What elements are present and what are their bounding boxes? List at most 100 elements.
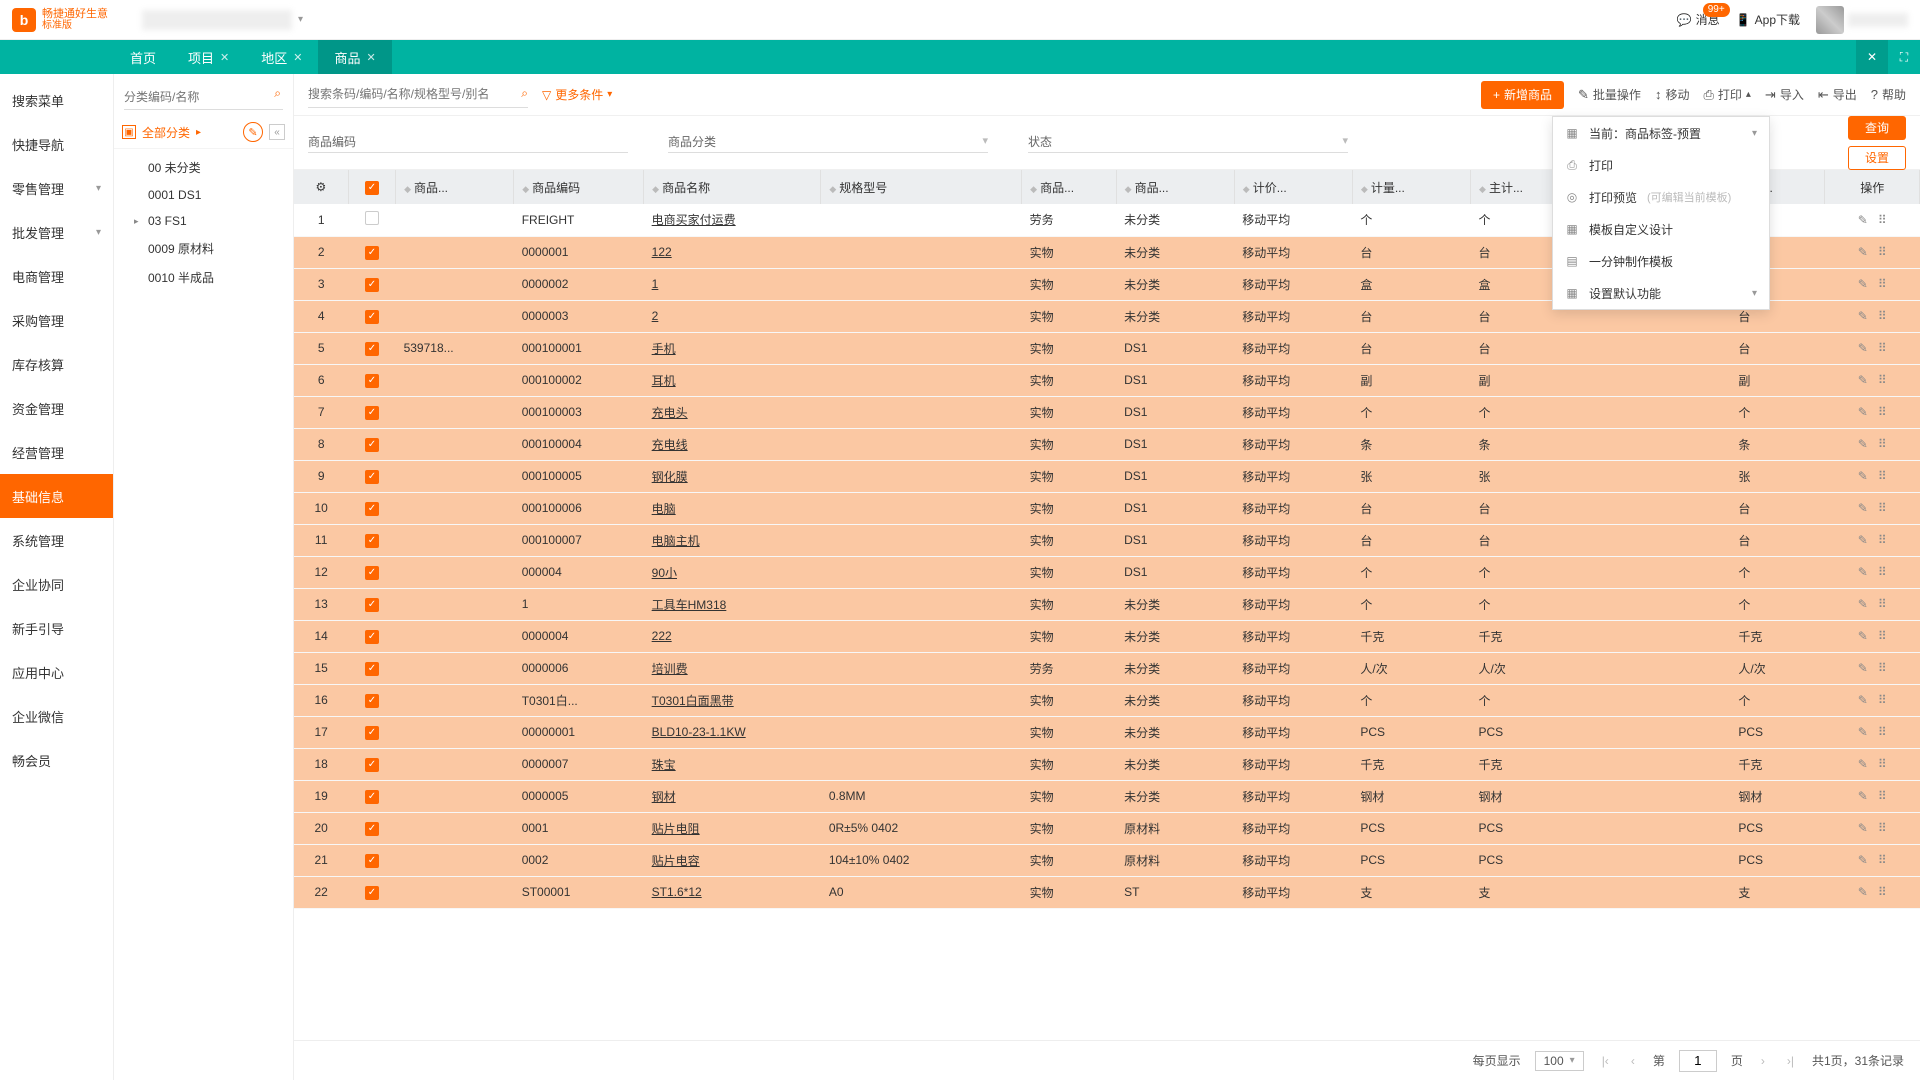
edit-category-button[interactable]: ✎ bbox=[243, 122, 263, 142]
row-checkbox[interactable]: ✓ bbox=[348, 492, 395, 524]
more-row-button[interactable]: ⠿ bbox=[1878, 661, 1887, 675]
column-name[interactable]: ◆商品名称 bbox=[644, 170, 821, 204]
category-item[interactable]: 00 未分类 bbox=[114, 153, 293, 182]
sidebar-item-批发管理[interactable]: 批发管理▾ bbox=[0, 210, 113, 254]
row-checkbox[interactable]: ✓ bbox=[348, 780, 395, 812]
table-row[interactable]: 19✓0000005钢材0.8MM实物未分类移动平均钢材钢材钢材✎⠿ bbox=[294, 780, 1920, 812]
sidebar-item-企业微信[interactable]: 企业微信 bbox=[0, 694, 113, 738]
edit-row-button[interactable]: ✎ bbox=[1858, 661, 1868, 675]
sidebar-item-基础信息[interactable]: 基础信息 bbox=[0, 474, 113, 518]
sidebar-item-畅会员[interactable]: 畅会员 bbox=[0, 738, 113, 782]
product-name-link[interactable]: 钢化膜 bbox=[652, 470, 688, 484]
row-checkbox[interactable]: ✓ bbox=[348, 364, 395, 396]
filter-status[interactable]: 状态 ▾ bbox=[1028, 133, 1348, 153]
row-checkbox[interactable]: ✓ bbox=[348, 588, 395, 620]
help-button[interactable]: ?帮助 bbox=[1871, 86, 1906, 103]
tab-首页[interactable]: 首页 bbox=[114, 40, 172, 74]
row-checkbox[interactable]: ✓ bbox=[348, 300, 395, 332]
row-checkbox[interactable]: ✓ bbox=[348, 524, 395, 556]
edit-row-button[interactable]: ✎ bbox=[1858, 693, 1868, 707]
product-name-link[interactable]: 珠宝 bbox=[652, 758, 676, 772]
table-row[interactable]: 9✓000100005钢化膜实物DS1移动平均张张张✎⠿ bbox=[294, 460, 1920, 492]
messages-button[interactable]: 💬 消息 99+ bbox=[1677, 11, 1720, 28]
close-icon[interactable]: ✕ bbox=[367, 51, 376, 64]
edit-row-button[interactable]: ✎ bbox=[1858, 437, 1868, 451]
row-checkbox[interactable]: ✓ bbox=[348, 748, 395, 780]
sidebar-item-快捷导航[interactable]: 快捷导航 bbox=[0, 122, 113, 166]
tab-项目[interactable]: 项目✕ bbox=[172, 40, 245, 74]
import-button[interactable]: ⇥导入 bbox=[1765, 86, 1804, 103]
product-name-link[interactable]: 充电线 bbox=[652, 438, 688, 452]
close-icon[interactable]: ✕ bbox=[293, 51, 302, 64]
more-row-button[interactable]: ⠿ bbox=[1878, 629, 1887, 643]
edit-row-button[interactable]: ✎ bbox=[1858, 533, 1868, 547]
more-row-button[interactable]: ⠿ bbox=[1878, 565, 1887, 579]
add-product-button[interactable]: + 新增商品 bbox=[1481, 81, 1564, 109]
row-checkbox[interactable]: ✓ bbox=[348, 844, 395, 876]
edit-row-button[interactable]: ✎ bbox=[1858, 469, 1868, 483]
edit-row-button[interactable]: ✎ bbox=[1858, 501, 1868, 515]
product-name-link[interactable]: ST1.6*12 bbox=[652, 885, 702, 899]
edit-row-button[interactable]: ✎ bbox=[1858, 821, 1868, 835]
product-name-link[interactable]: 培训费 bbox=[652, 662, 688, 676]
category-item[interactable]: 0010 半成品 bbox=[114, 263, 293, 292]
sidebar-item-新手引导[interactable]: 新手引导 bbox=[0, 606, 113, 650]
product-name-link[interactable]: T0301白面黑带 bbox=[652, 694, 734, 708]
edit-row-button[interactable]: ✎ bbox=[1858, 373, 1868, 387]
product-name-link[interactable]: BLD10-23-1.1KW bbox=[652, 725, 746, 739]
row-checkbox[interactable]: ✓ bbox=[348, 236, 395, 268]
prev-page-button[interactable]: ‹ bbox=[1627, 1054, 1639, 1068]
product-name-link[interactable]: 1 bbox=[652, 277, 659, 291]
product-name-link[interactable]: 贴片电容 bbox=[652, 854, 700, 868]
edit-row-button[interactable]: ✎ bbox=[1858, 757, 1868, 771]
move-button[interactable]: ↕移动 bbox=[1655, 86, 1690, 103]
product-name-link[interactable]: 90小 bbox=[652, 566, 677, 580]
sidebar-item-库存核算[interactable]: 库存核算 bbox=[0, 342, 113, 386]
product-name-link[interactable]: 2 bbox=[652, 309, 659, 323]
column-category[interactable]: ◆商品... bbox=[1116, 170, 1234, 204]
more-row-button[interactable]: ⠿ bbox=[1878, 693, 1887, 707]
product-name-link[interactable]: 手机 bbox=[652, 342, 676, 356]
edit-row-button[interactable]: ✎ bbox=[1858, 885, 1868, 899]
close-icon[interactable]: ✕ bbox=[220, 51, 229, 64]
table-row[interactable]: 15✓0000006培训费劳务未分类移动平均人/次人/次人/次✎⠿ bbox=[294, 652, 1920, 684]
row-checkbox[interactable] bbox=[348, 204, 395, 236]
export-button[interactable]: ⇤导出 bbox=[1818, 86, 1857, 103]
row-checkbox[interactable]: ✓ bbox=[348, 620, 395, 652]
edit-row-button[interactable]: ✎ bbox=[1858, 789, 1868, 803]
more-row-button[interactable]: ⠿ bbox=[1878, 277, 1887, 291]
column-unit[interactable]: ◆计量... bbox=[1352, 170, 1470, 204]
more-row-button[interactable]: ⠿ bbox=[1878, 501, 1887, 515]
edit-row-button[interactable]: ✎ bbox=[1858, 725, 1868, 739]
more-row-button[interactable]: ⠿ bbox=[1878, 405, 1887, 419]
more-row-button[interactable]: ⠿ bbox=[1878, 853, 1887, 867]
sidebar-item-经营管理[interactable]: 经营管理 bbox=[0, 430, 113, 474]
product-name-link[interactable]: 耳机 bbox=[652, 374, 676, 388]
more-row-button[interactable]: ⠿ bbox=[1878, 757, 1887, 771]
app-download-button[interactable]: 📱 App下载 bbox=[1736, 11, 1800, 28]
fullscreen-button[interactable]: ⛶ bbox=[1888, 40, 1920, 74]
product-search-input[interactable] bbox=[308, 82, 528, 108]
more-conditions-button[interactable]: ▽ 更多条件 ▾ bbox=[542, 86, 612, 103]
batch-operation-button[interactable]: ✎批量操作 bbox=[1578, 86, 1641, 103]
per-page-select[interactable]: 100▾ bbox=[1535, 1051, 1584, 1071]
page-input[interactable] bbox=[1679, 1050, 1717, 1072]
table-row[interactable]: 21✓0002贴片电容104±10% 0402实物原材料移动平均PCSPCSPC… bbox=[294, 844, 1920, 876]
print-menu-item[interactable]: ▦设置默认功能▾ bbox=[1553, 277, 1769, 309]
product-name-link[interactable]: 钢材 bbox=[652, 790, 676, 804]
sidebar-item-系统管理[interactable]: 系统管理 bbox=[0, 518, 113, 562]
more-row-button[interactable]: ⠿ bbox=[1878, 821, 1887, 835]
edit-row-button[interactable]: ✎ bbox=[1858, 853, 1868, 867]
row-checkbox[interactable]: ✓ bbox=[348, 876, 395, 908]
table-row[interactable]: 17✓00000001BLD10-23-1.1KW实物未分类移动平均PCSPCS… bbox=[294, 716, 1920, 748]
tab-商品[interactable]: 商品✕ bbox=[318, 40, 391, 74]
query-button[interactable]: 查询 bbox=[1848, 116, 1906, 140]
close-all-tabs-button[interactable]: ✕ bbox=[1856, 40, 1888, 74]
expand-icon[interactable]: ▸ bbox=[134, 216, 144, 227]
row-checkbox[interactable]: ✓ bbox=[348, 460, 395, 492]
table-row[interactable]: 22✓ST00001ST1.6*12A0实物ST移动平均支支支✎⠿ bbox=[294, 876, 1920, 908]
table-row[interactable]: 5✓539718...000100001手机实物DS1移动平均台台台✎⠿ bbox=[294, 332, 1920, 364]
more-row-button[interactable]: ⠿ bbox=[1878, 309, 1887, 323]
next-page-button[interactable]: › bbox=[1757, 1054, 1769, 1068]
category-search-input[interactable] bbox=[124, 84, 283, 110]
